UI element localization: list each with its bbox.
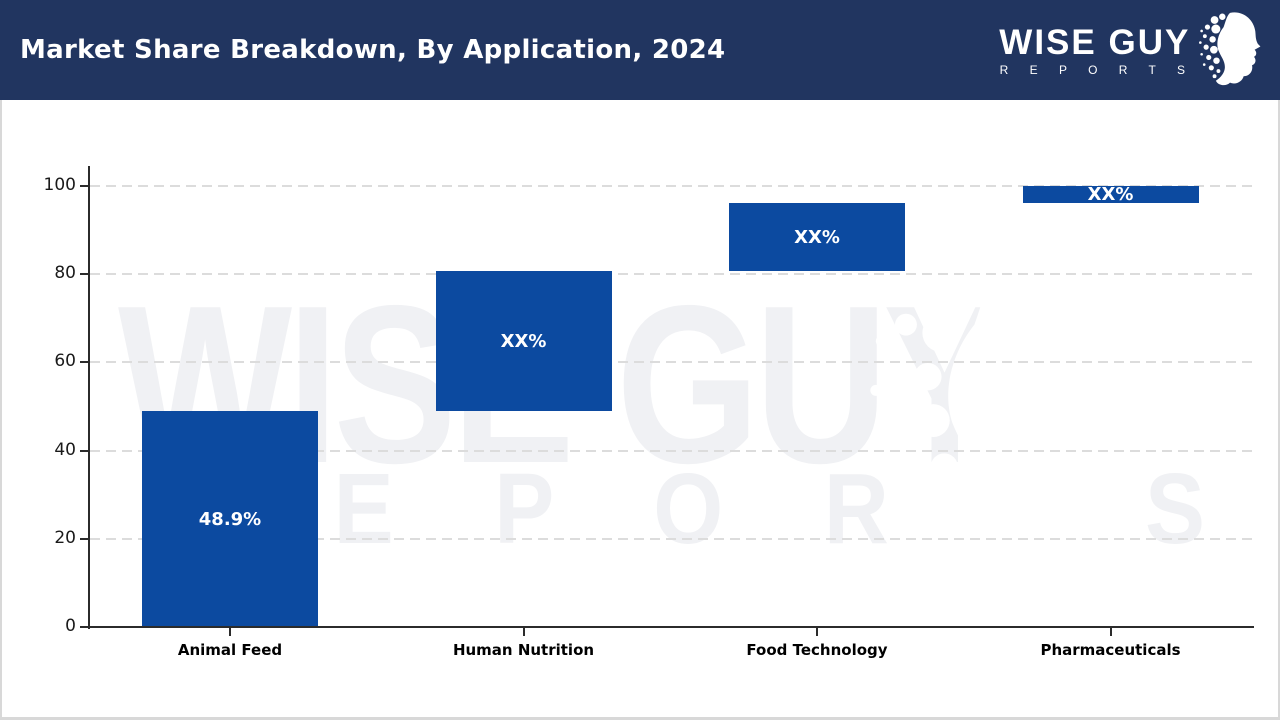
x-tick-mark xyxy=(522,628,525,636)
y-tick-label: 20 xyxy=(54,527,76,548)
y-tick-mark xyxy=(80,449,88,452)
y-tick-mark xyxy=(80,273,88,276)
gridline xyxy=(90,449,1253,452)
bar-value-label: XX% xyxy=(500,330,547,352)
waterfall-bar: XX% xyxy=(729,203,905,272)
waterfall-bar: XX% xyxy=(435,271,612,412)
brand-subname: R E P O R T S xyxy=(999,63,1194,78)
y-tick-mark xyxy=(80,185,88,187)
watermark-head-icon xyxy=(870,262,1131,571)
x-tick-mark xyxy=(1109,628,1112,636)
gridline xyxy=(90,361,1253,364)
x-tick-label: Pharmaceuticals xyxy=(1040,641,1181,659)
wise-guy-head-icon xyxy=(1199,12,1261,86)
y-tick-label: 0 xyxy=(65,616,76,636)
y-tick-label: 100 xyxy=(43,175,76,195)
x-tick-mark xyxy=(229,628,231,636)
header-bar: Market Share Breakdown, By Application, … xyxy=(0,0,1280,100)
y-tick-mark xyxy=(80,537,88,540)
brand-logo-text: WISE GUY R E P O R T S xyxy=(996,22,1194,78)
bar-value-label: XX% xyxy=(1087,184,1134,206)
x-tick-mark xyxy=(816,628,818,636)
page-title: Market Share Breakdown, By Application, … xyxy=(20,35,726,65)
y-tick-mark xyxy=(80,626,88,628)
y-tick-label: 60 xyxy=(54,351,76,372)
bar-value-label: 48.9% xyxy=(198,508,262,530)
x-tick-label: Human Nutrition xyxy=(452,641,595,659)
gridline xyxy=(90,273,1253,276)
bar-value-label: XX% xyxy=(794,226,840,248)
x-axis-line xyxy=(88,626,1254,628)
gridline xyxy=(90,185,1253,187)
x-tick-label: Animal Feed xyxy=(177,641,283,659)
y-tick-label: 80 xyxy=(54,263,76,284)
brand-name: WISE GUY xyxy=(999,22,1191,62)
y-axis-line xyxy=(88,166,90,629)
y-tick-mark xyxy=(80,361,88,364)
brand-logo: WISE GUY R E P O R T S xyxy=(996,7,1268,95)
y-tick-label: 40 xyxy=(54,439,76,460)
gridline xyxy=(90,537,1253,540)
waterfall-bar: XX% xyxy=(1022,184,1199,206)
x-tick-label: Food Technology xyxy=(746,641,888,659)
waterfall-bar: 48.9% xyxy=(142,411,318,627)
